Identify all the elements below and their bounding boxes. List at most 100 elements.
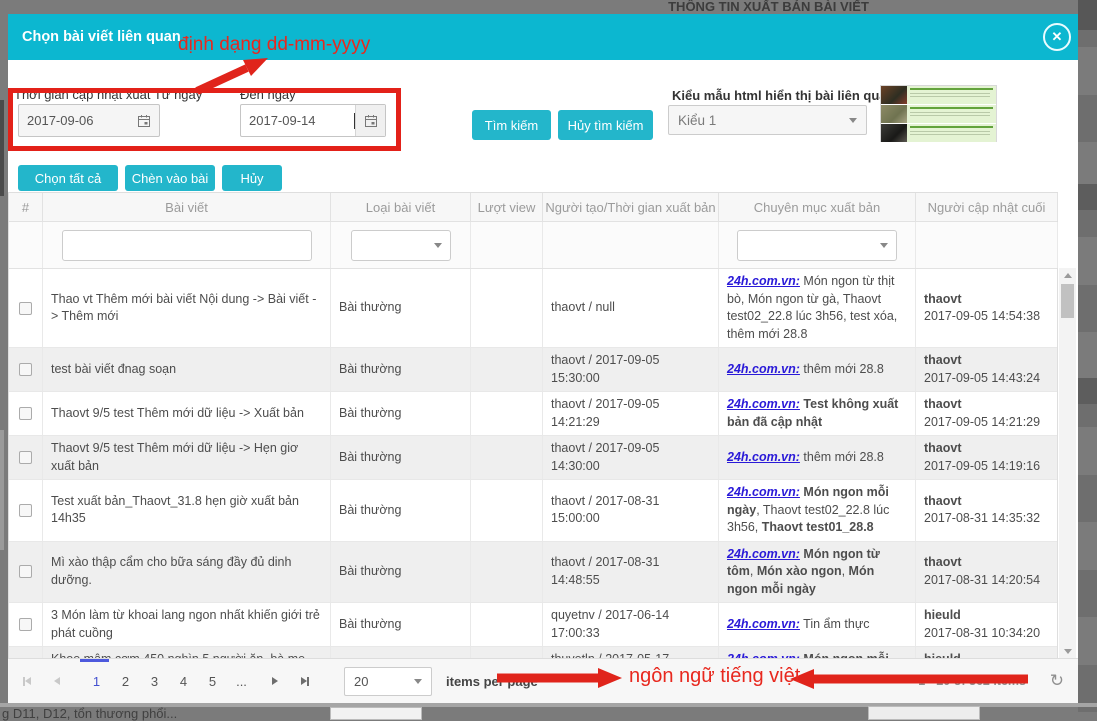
last-updater: thaovt 2017-09-05 14:21:29 bbox=[916, 392, 1057, 435]
page-size-dropdown[interactable]: 20 bbox=[344, 666, 432, 696]
to-date-input[interactable] bbox=[241, 113, 358, 128]
column-header-category[interactable]: Chuyên mục xuất bản bbox=[719, 193, 916, 221]
column-header-updater[interactable]: Người cập nhật cuối bbox=[916, 193, 1058, 221]
last-updater: thaovt 2017-08-31 14:20:54 bbox=[916, 542, 1057, 603]
publish-category: 24h.com.vn: Món ngon từ tôm, Món xào ngo… bbox=[719, 541, 916, 602]
category-filter-dropdown[interactable] bbox=[737, 229, 897, 261]
to-date-picker bbox=[240, 104, 386, 137]
article-views bbox=[471, 603, 543, 646]
row-checkbox[interactable] bbox=[19, 503, 32, 517]
table-row: Thao vt Thêm mới bài viết Nội dung -> Bà… bbox=[9, 269, 1057, 348]
from-date-input[interactable] bbox=[19, 113, 129, 128]
row-checkbox[interactable] bbox=[19, 451, 32, 464]
first-page-button[interactable] bbox=[14, 668, 40, 694]
site-link[interactable]: 24h.com.vn: bbox=[727, 397, 800, 411]
table-filter-row bbox=[9, 221, 1058, 269]
page-button-1[interactable]: 1 bbox=[92, 673, 101, 689]
article-views bbox=[471, 348, 543, 391]
calendar-icon[interactable] bbox=[129, 105, 159, 136]
type-filter-dropdown[interactable] bbox=[350, 229, 451, 261]
article-title: Test xuất bản_Thaovt_31.8 hẹn giờ xuất b… bbox=[43, 480, 331, 541]
row-checkbox[interactable] bbox=[19, 618, 32, 631]
column-header-index[interactable]: # bbox=[9, 193, 43, 221]
html-template-dropdown[interactable]: Kiểu 1 bbox=[668, 105, 867, 135]
table-row: Thaovt 9/5 test Thêm mới dữ liệu -> Hẹn … bbox=[9, 436, 1057, 480]
page-button-4[interactable]: 4 bbox=[179, 673, 188, 689]
publish-category: 24h.com.vn: Món ngon mỗi ngày, Tin ẩm th… bbox=[719, 647, 916, 659]
pager-info: 1 - 20 of 362 items bbox=[918, 674, 1026, 688]
more-pages-button[interactable]: ... bbox=[236, 673, 247, 689]
cancel-search-button[interactable]: Hủy tìm kiếm bbox=[558, 110, 653, 140]
column-header-views[interactable]: Lượt view bbox=[471, 193, 543, 221]
modal-header: Chọn bài viết liên quan ✕ bbox=[8, 14, 1078, 60]
site-link[interactable]: 24h.com.vn: bbox=[727, 449, 800, 464]
site-link[interactable]: 24h.com.vn: bbox=[727, 652, 800, 659]
background-row-dark bbox=[1078, 0, 1097, 30]
last-page-button[interactable] bbox=[292, 668, 318, 694]
site-link[interactable]: 24h.com.vn: bbox=[727, 485, 800, 499]
last-updater: thaovt 2017-08-31 14:35:32 bbox=[916, 480, 1057, 541]
table-row: Mì xào thập cẩm cho bữa sáng đầy đủ dinh… bbox=[9, 541, 1057, 603]
background-row-dark bbox=[1078, 184, 1097, 210]
row-checkbox[interactable] bbox=[19, 565, 32, 579]
article-views bbox=[471, 541, 543, 602]
column-header-type[interactable]: Loại bài viết bbox=[331, 193, 471, 221]
article-type: Bài thường bbox=[331, 269, 471, 347]
creator-publish-time: thaovt / 2017-08-31 14:48:55 bbox=[543, 541, 719, 602]
refresh-icon[interactable]: ↻ bbox=[1049, 671, 1064, 690]
articles-table: # Bài viết Loại bài viết Lượt view Người… bbox=[8, 192, 1058, 659]
annotation-rectangle bbox=[8, 88, 401, 151]
scrollbar-thumb[interactable] bbox=[1061, 284, 1074, 318]
site-link[interactable]: 24h.com.vn: bbox=[727, 616, 800, 631]
article-type: Bài thường bbox=[331, 647, 471, 659]
site-link[interactable]: 24h.com.vn: bbox=[727, 274, 800, 288]
scroll-down-icon[interactable] bbox=[1059, 644, 1076, 658]
row-checkbox[interactable] bbox=[19, 363, 32, 376]
previous-page-button[interactable] bbox=[44, 668, 70, 694]
page-button-3[interactable]: 3 bbox=[150, 673, 159, 689]
column-header-creator[interactable]: Người tạo/Thời gian xuất bản bbox=[543, 193, 719, 221]
publish-category: 24h.com.vn: Tin ẩm thực bbox=[719, 603, 916, 646]
column-header-article[interactable]: Bài viết bbox=[43, 193, 331, 221]
background-element bbox=[0, 100, 4, 196]
table-row: test bài viết đnag soạn Bài thường thaov… bbox=[9, 348, 1057, 392]
article-filter-input[interactable] bbox=[61, 229, 312, 261]
article-views bbox=[471, 392, 543, 435]
article-title: Thaovt 9/5 test Thêm mới dữ liệu -> Hẹn … bbox=[43, 436, 331, 479]
next-page-button[interactable] bbox=[262, 668, 288, 694]
active-page-indicator bbox=[80, 659, 109, 662]
insert-into-article-button[interactable]: Chèn vào bài bbox=[125, 165, 215, 191]
creator-publish-time: thuyetln / 2017-05-17 16:29:58 bbox=[543, 647, 719, 659]
row-checkbox[interactable] bbox=[19, 301, 32, 315]
background-divider bbox=[0, 703, 1097, 707]
table-scrollbar bbox=[1059, 268, 1076, 658]
from-date-picker bbox=[18, 104, 160, 137]
creator-publish-time: thaovt / 2017-09-05 14:21:29 bbox=[543, 392, 719, 435]
article-type: Bài thường bbox=[331, 480, 471, 541]
publish-category: 24h.com.vn: Món ngon mỗi ngày, Thaovt te… bbox=[719, 480, 916, 541]
modal-title: Chọn bài viết liên quan bbox=[22, 29, 181, 45]
article-views bbox=[471, 436, 543, 479]
cancel-button[interactable]: Hủy bbox=[222, 165, 282, 191]
table-row: 3 Món làm từ khoai lang ngon nhất khiến … bbox=[9, 603, 1057, 647]
page-button-5[interactable]: 5 bbox=[208, 673, 217, 689]
page-button-2[interactable]: 2 bbox=[121, 673, 130, 689]
search-button[interactable]: Tìm kiếm bbox=[472, 110, 551, 140]
site-link[interactable]: 24h.com.vn: bbox=[727, 361, 800, 376]
chevron-down-icon bbox=[433, 242, 442, 248]
calendar-icon[interactable] bbox=[355, 105, 385, 136]
close-icon[interactable]: ✕ bbox=[1043, 23, 1071, 51]
article-title: Khoe mâm cơm 450 nghìn 5 người ăn, bà mẹ… bbox=[43, 647, 331, 659]
article-views bbox=[471, 269, 543, 347]
background-row-dark bbox=[1078, 378, 1097, 404]
site-link[interactable]: 24h.com.vn: bbox=[727, 546, 800, 561]
article-type: Bài thường bbox=[331, 541, 471, 602]
select-all-button[interactable]: Chọn tất cả bbox=[18, 165, 118, 191]
scroll-up-icon[interactable] bbox=[1059, 268, 1076, 282]
article-views bbox=[471, 480, 543, 541]
article-views bbox=[471, 647, 543, 659]
row-checkbox[interactable] bbox=[19, 407, 32, 420]
creator-publish-time: thaovt / 2017-09-05 14:30:00 bbox=[543, 436, 719, 479]
